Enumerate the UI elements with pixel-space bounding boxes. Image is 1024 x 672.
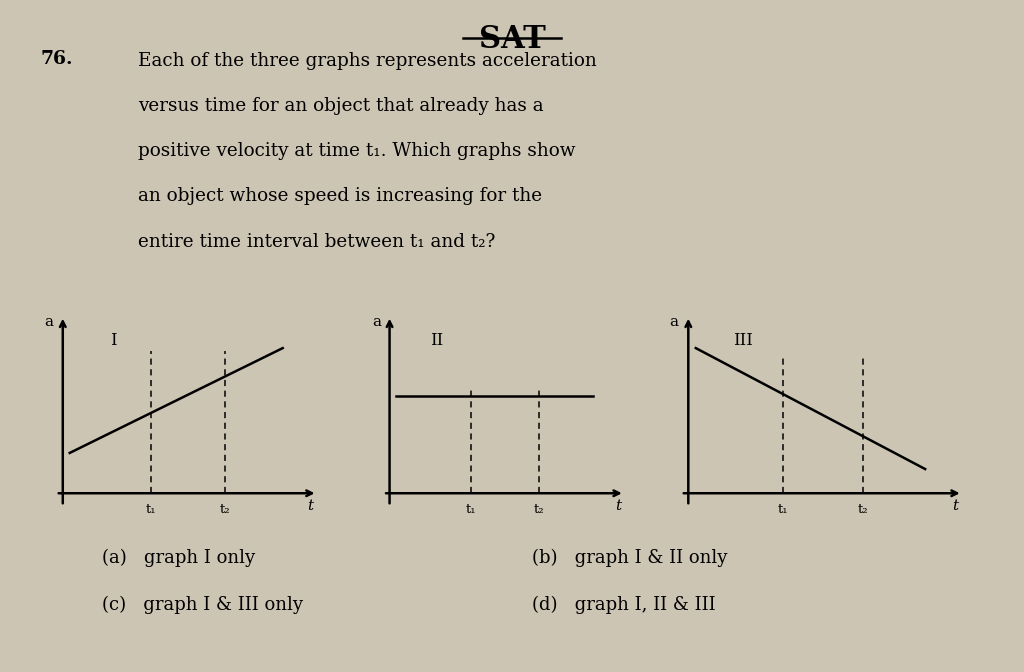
Text: (d)   graph I, II & III: (d) graph I, II & III — [532, 595, 716, 614]
Text: entire time interval between t₁ and t₂?: entire time interval between t₁ and t₂? — [138, 233, 496, 251]
Text: an object whose speed is increasing for the: an object whose speed is increasing for … — [138, 187, 543, 206]
Text: positive velocity at time t₁. Which graphs show: positive velocity at time t₁. Which grap… — [138, 142, 575, 161]
Text: (a)   graph I only: (a) graph I only — [102, 548, 256, 567]
Text: 76.: 76. — [41, 50, 74, 69]
Text: Each of the three graphs represents acceleration: Each of the three graphs represents acce… — [138, 52, 597, 71]
Text: (b)   graph I & II only: (b) graph I & II only — [532, 548, 728, 567]
Text: versus time for an object that already has a: versus time for an object that already h… — [138, 97, 544, 116]
Text: (c)   graph I & III only: (c) graph I & III only — [102, 595, 303, 614]
Text: SAT: SAT — [478, 24, 546, 54]
